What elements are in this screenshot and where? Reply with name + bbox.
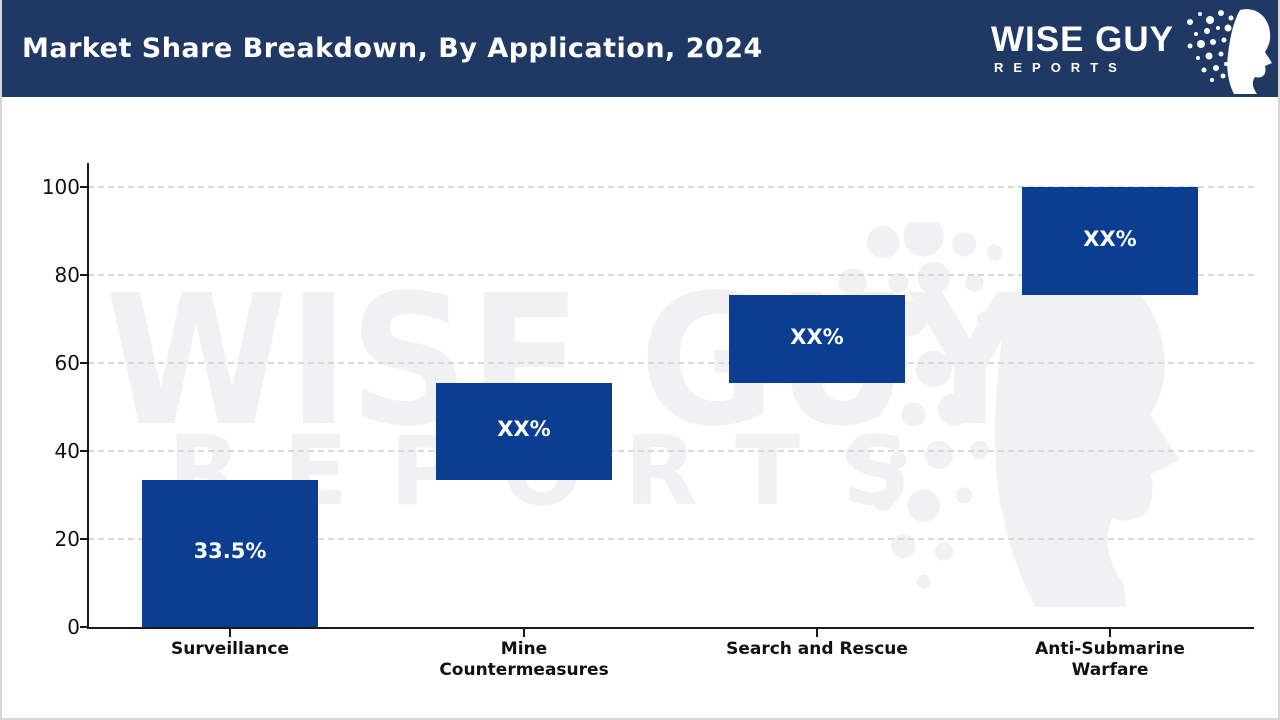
- x-axis-tick: [816, 629, 818, 637]
- y-tick-label: 0: [67, 615, 80, 639]
- gridline: [88, 538, 1254, 540]
- y-axis-tick: [80, 362, 88, 364]
- y-axis-tick: [80, 538, 88, 540]
- x-axis-category-label: Search and Rescue: [726, 639, 908, 659]
- x-axis-category-label: Anti-Submarine Warfare: [1035, 639, 1185, 681]
- gridline: [88, 362, 1254, 364]
- y-axis-line: [87, 163, 89, 629]
- x-axis-tick: [229, 629, 231, 637]
- bar-value-label: XX%: [790, 324, 844, 349]
- x-axis-line: [87, 627, 1254, 629]
- bar-segment: [1022, 187, 1198, 295]
- page-title: Market Share Breakdown, By Application, …: [22, 33, 763, 64]
- y-axis-tick: [80, 626, 88, 628]
- x-axis-tick: [1109, 629, 1111, 637]
- x-axis-category-label: Mine Countermeasures: [439, 639, 609, 681]
- y-tick-label: 40: [54, 439, 80, 463]
- brand-logo-text: WISE GUY REPORTS: [991, 22, 1174, 75]
- bar-segment: [729, 294, 905, 383]
- brand-logo: WISE GUY REPORTS: [991, 4, 1280, 94]
- brand-name: WISE GUY: [990, 20, 1174, 59]
- y-axis-tick: [80, 186, 88, 188]
- y-tick-label: 80: [54, 263, 80, 287]
- y-tick-label: 60: [54, 351, 80, 375]
- y-tick-label: 20: [54, 527, 80, 551]
- logo-face-icon: [1187, 8, 1272, 94]
- bar-segment: [436, 382, 612, 480]
- gridline: [88, 450, 1254, 452]
- y-axis-tick: [80, 450, 88, 452]
- header-bar: Market Share Breakdown, By Application, …: [0, 0, 1280, 97]
- y-axis-tick: [80, 274, 88, 276]
- brand-subtitle: REPORTS: [993, 60, 1127, 75]
- y-tick-label: 100: [41, 175, 80, 199]
- bar-segment: [142, 479, 318, 627]
- gridline: [88, 274, 1254, 276]
- gridline: [88, 186, 1254, 188]
- bar-value-label: 33.5%: [193, 539, 267, 564]
- x-axis-category-label: Surveillance: [170, 639, 289, 659]
- bar-value-label: XX%: [1083, 226, 1137, 251]
- x-axis-tick: [523, 629, 525, 637]
- bar-value-label: XX%: [497, 417, 551, 442]
